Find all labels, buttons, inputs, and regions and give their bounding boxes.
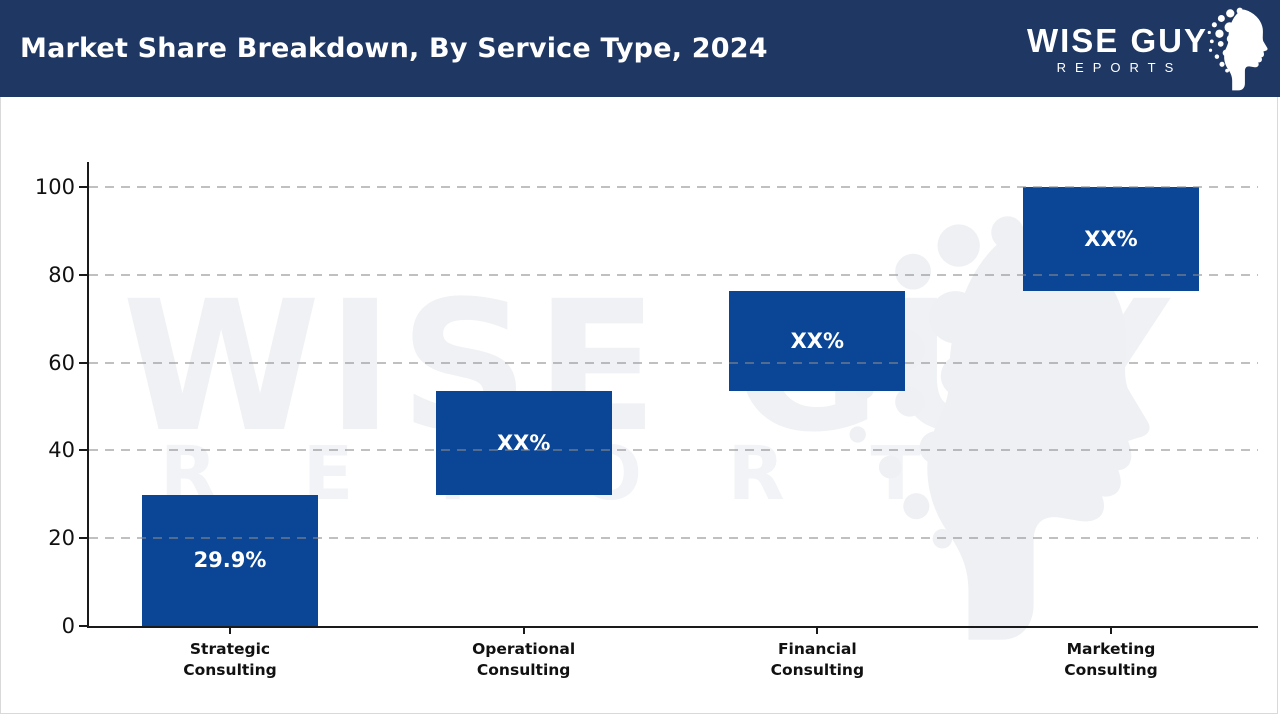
y-tick-mark-60 (79, 361, 87, 364)
x-tick-label-line: Operational (472, 640, 576, 658)
x-tick-mark-operational-consulting (522, 628, 525, 634)
y-tick-label-60: 60 (48, 350, 75, 375)
y-tick-mark-0 (79, 625, 87, 627)
gridline-40 (89, 449, 1258, 452)
y-tick-label-0: 0 (61, 614, 75, 638)
logo-wordmark: WISE GUY (1026, 21, 1208, 59)
bar-marketing-consulting: XX% (1023, 187, 1199, 292)
gridline-20 (89, 537, 1258, 540)
x-tick-mark-strategic-consulting (229, 628, 231, 634)
x-tick-mark-marketing-consulting (1110, 628, 1112, 634)
y-tick-mark-100 (79, 186, 87, 188)
x-tick-label-line: Financial (777, 640, 857, 658)
dotted-head-profile-icon (1207, 7, 1268, 90)
wise-guy-logo: WISE GUY REPORTS (1027, 7, 1280, 91)
bar-value-label-financial-consulting: XX% (790, 329, 845, 354)
bar-value-label-marketing-consulting: XX% (1084, 227, 1138, 252)
x-tick-label-operational-consulting: Operational Consulting (409, 639, 639, 681)
bar-strategic-consulting: 29.9% (142, 494, 318, 626)
x-tick-label-line: Consulting (183, 661, 277, 679)
y-tick-label-40: 40 (48, 438, 75, 463)
logo-text: WISE GUY REPORTS (1027, 24, 1208, 74)
x-tick-label-line: Strategic (189, 640, 271, 658)
x-tick-label-strategic-consulting: Strategic Consulting (115, 639, 345, 681)
y-tick-mark-80 (79, 273, 87, 276)
logo-subtitle: REPORTS (1056, 59, 1183, 75)
gridline-80 (89, 273, 1258, 276)
x-axis-line (87, 626, 1258, 628)
bar-value-label-strategic-consulting: 29.9% (193, 548, 267, 573)
x-tick-label-marketing-consulting: Marketing Consulting (996, 639, 1226, 681)
chart-title: Market Share Breakdown, By Service Type,… (20, 33, 768, 64)
gridline-60 (89, 361, 1258, 364)
bar-financial-consulting: XX% (729, 291, 906, 392)
y-tick-label-100: 100 (34, 175, 75, 199)
y-tick-mark-20 (79, 537, 87, 540)
y-axis-line (87, 162, 89, 628)
x-tick-mark-financial-consulting (816, 628, 819, 634)
gridline-100 (89, 186, 1258, 188)
y-tick-label-80: 80 (48, 262, 75, 287)
x-tick-label-line: Consulting (770, 661, 865, 679)
x-tick-label-line: Consulting (1064, 661, 1158, 679)
x-tick-label-line: Marketing (1066, 640, 1156, 658)
x-tick-label-financial-consulting: Financial Consulting (702, 639, 932, 681)
x-tick-label-line: Consulting (476, 661, 571, 679)
header-bar: Market Share Breakdown, By Service Type,… (0, 0, 1280, 97)
y-tick-mark-40 (79, 449, 87, 452)
y-tick-label-20: 20 (48, 526, 75, 551)
bar-operational-consulting: XX% (435, 391, 612, 495)
